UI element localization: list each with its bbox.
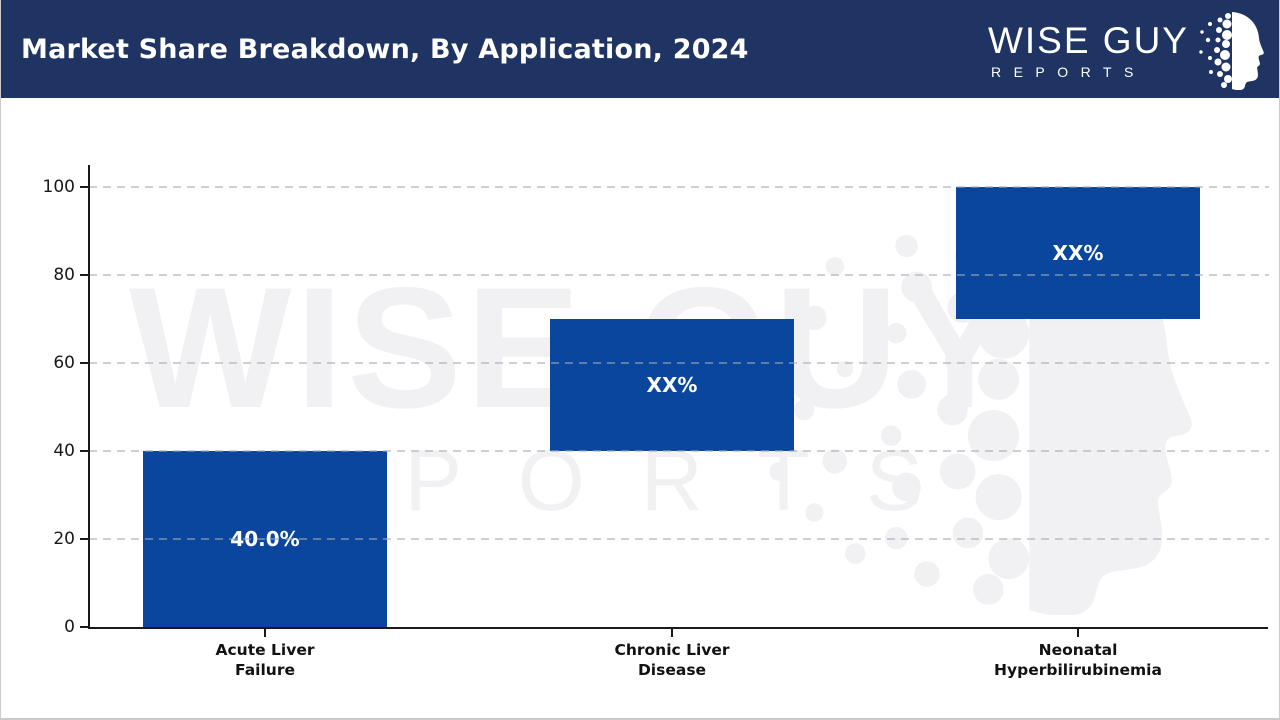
header-bar: Market Share Breakdown, By Application, … [1, 0, 1279, 98]
y-tick-20 [80, 538, 88, 540]
chart-title: Market Share Breakdown, By Application, … [21, 33, 749, 65]
category-label: Chronic Liver Disease [502, 640, 842, 680]
category-label: Neonatal Hyperbilirubinemia [908, 640, 1248, 680]
category-label: Acute Liver Failure [95, 640, 435, 680]
bar-3: XX% [956, 187, 1200, 319]
category-label-line: Chronic Liver [614, 641, 730, 659]
brand-name: WISE GUY [987, 19, 1189, 61]
gridline-40 [89, 450, 1269, 452]
category-label-line: Hyperbilirubinemia [994, 661, 1162, 679]
x-tick-2 [671, 629, 673, 637]
gridline-60 [89, 362, 1269, 364]
y-tick-label: 40 [53, 441, 75, 461]
x-axis-baseline [88, 627, 1268, 629]
y-tick-40 [80, 450, 88, 452]
brand-logo-text: WISE GUY REPORTS [987, 19, 1189, 80]
category-label-line: Failure [235, 661, 295, 679]
y-tick-label: 60 [53, 353, 75, 373]
brand-subname: REPORTS [990, 63, 1146, 80]
category-label-line: Neonatal [1038, 641, 1118, 659]
y-tick-60 [80, 362, 88, 364]
category-label-line: Disease [637, 661, 707, 679]
y-tick-80 [80, 274, 88, 276]
gridline-100 [89, 186, 1269, 188]
y-tick-label: 20 [53, 529, 75, 549]
bar-2: XX% [550, 319, 794, 451]
x-tick-1 [264, 629, 266, 637]
bar-value-label: XX% [646, 373, 698, 397]
y-tick-100 [80, 186, 88, 188]
x-tick-3 [1077, 629, 1079, 637]
brand-head-icon [1199, 12, 1264, 90]
y-tick-label: 0 [64, 617, 75, 637]
gridline-20 [89, 538, 1269, 540]
y-axis-line [88, 165, 90, 629]
y-tick-label: 100 [42, 177, 75, 197]
gridline-80 [89, 274, 1269, 276]
bar-value-label: XX% [1052, 241, 1104, 265]
brand-logo: WISE GUY REPORTS [988, 10, 1265, 90]
y-tick-label: 80 [53, 265, 75, 285]
y-tick-0 [80, 626, 88, 628]
category-label-line: Acute Liver [215, 641, 315, 659]
